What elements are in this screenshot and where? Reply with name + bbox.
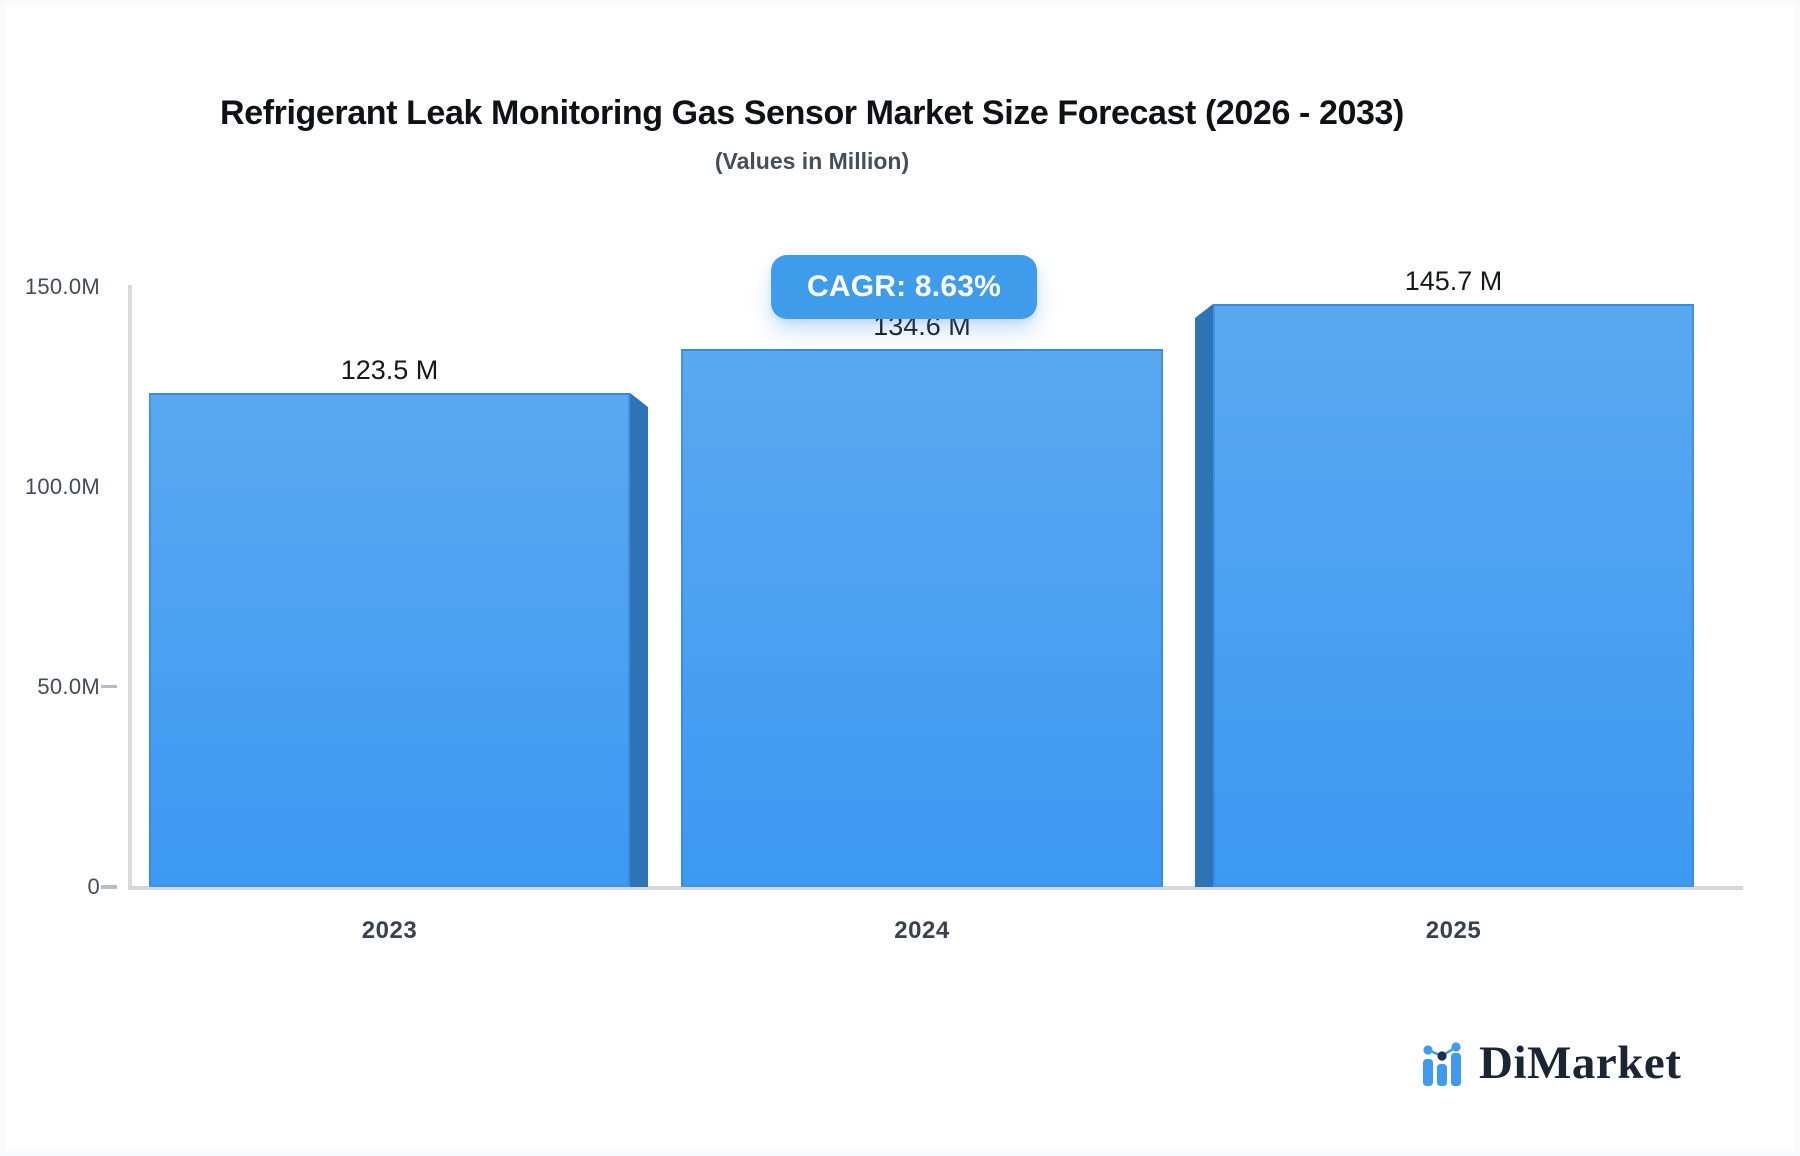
brand-logo-icon: [1423, 1042, 1461, 1086]
brand-logo-text: DiMarket: [1479, 1037, 1682, 1089]
chart-subtitle: (Values in Million): [714, 148, 910, 174]
y-axis-label: 100.0M: [24, 474, 100, 499]
bar-3d-side: [1195, 304, 1213, 887]
bar-2023: [149, 393, 630, 887]
y-axis-label: 50.0M: [37, 674, 100, 699]
bar-value-label: 145.7 M: [1404, 266, 1503, 296]
x-axis-label: 2025: [1425, 917, 1482, 944]
brand-logo: DiMarket: [1421, 1038, 1681, 1088]
x-axis-label: 2023: [361, 917, 418, 944]
y-axis-line: [128, 285, 132, 890]
y-axis-tick: [101, 885, 117, 889]
bar-2025: [1213, 304, 1694, 887]
bar-2024: [681, 349, 1163, 887]
bar-3d-side: [630, 393, 648, 887]
y-axis-label: 150.0M: [24, 274, 100, 299]
y-axis-tick: [101, 685, 117, 688]
chart-title: Refrigerant Leak Monitoring Gas Sensor M…: [220, 94, 1404, 132]
cagr-badge: CAGR: 8.63%: [771, 255, 1037, 319]
x-axis-label: 2024: [894, 917, 950, 944]
bar-value-label: 123.5 M: [340, 355, 439, 385]
y-axis-label: 0: [87, 874, 100, 899]
x-axis-baseline: [128, 886, 1743, 890]
